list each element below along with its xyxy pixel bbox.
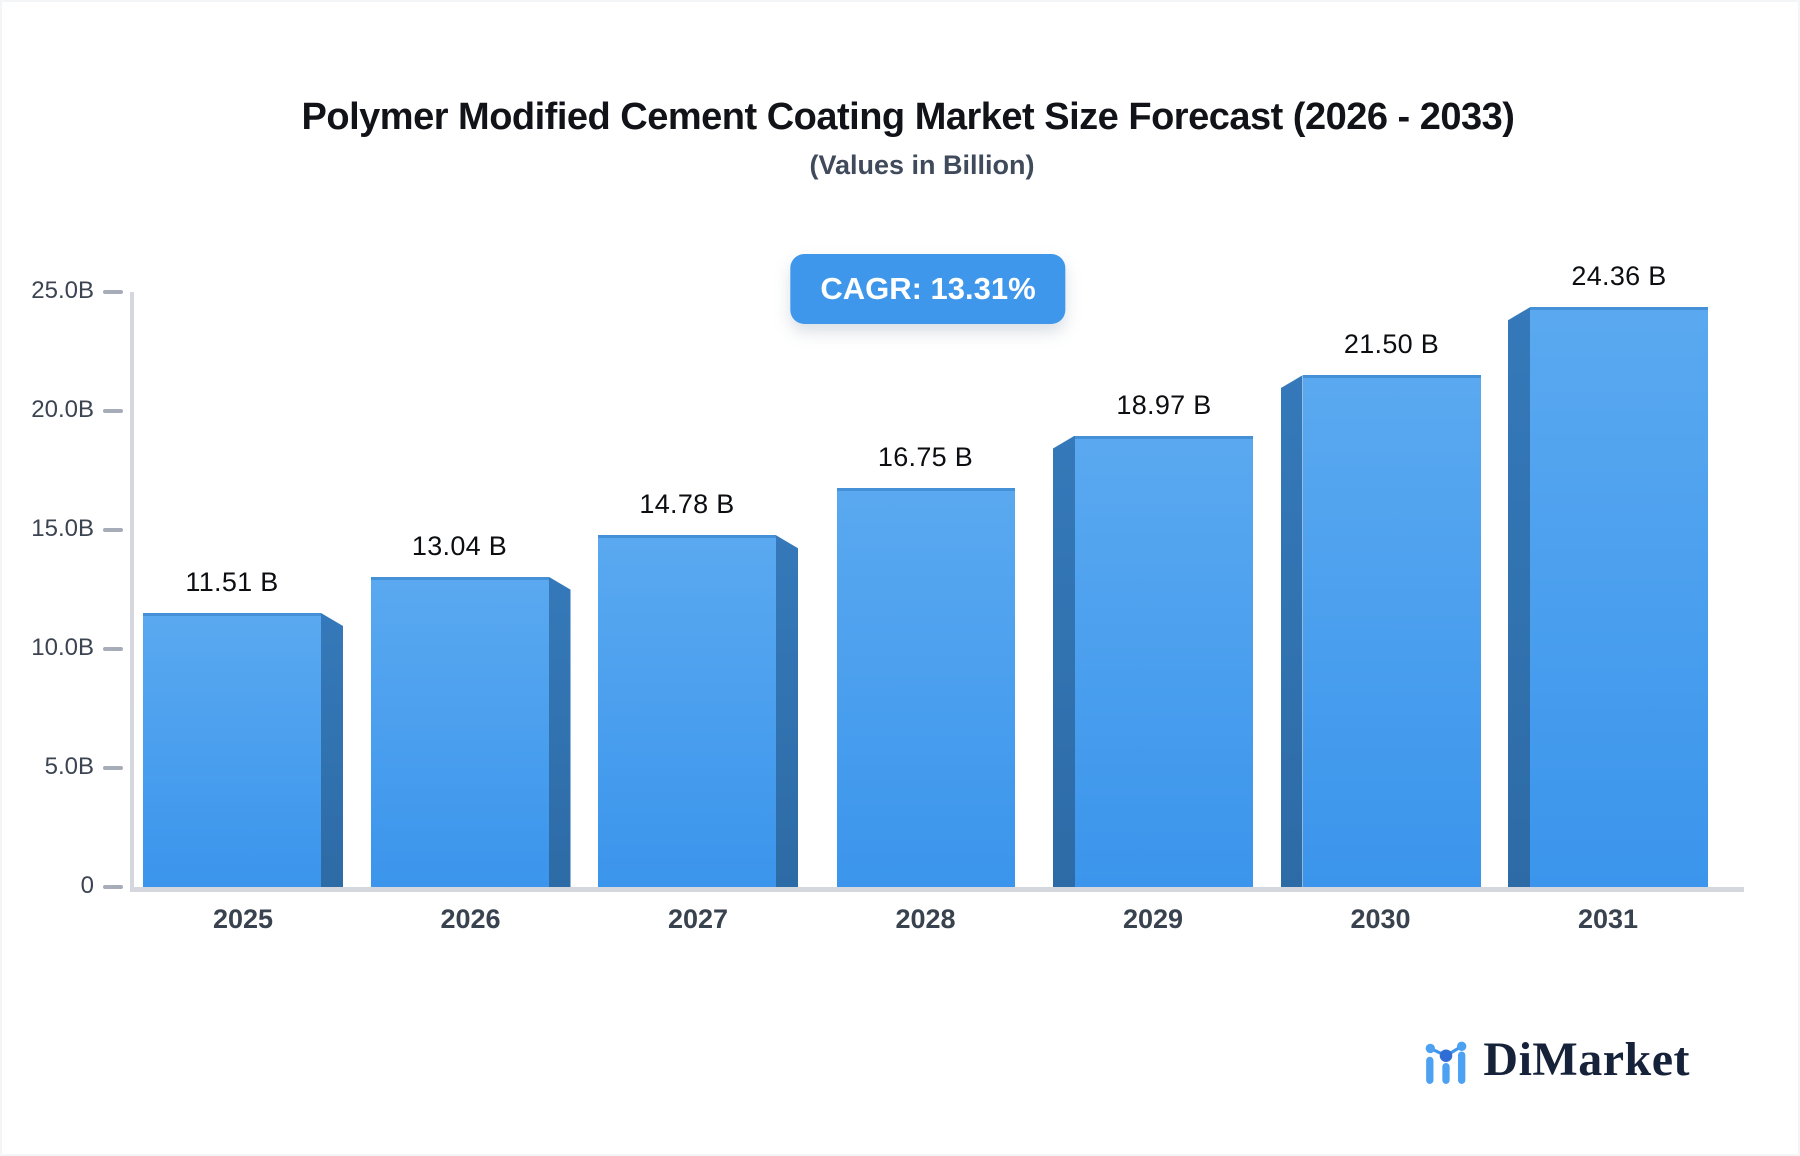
bar-value-label: 11.51 B xyxy=(185,567,279,598)
bar-side-panel xyxy=(1280,375,1303,887)
x-tick-label: 2025 xyxy=(212,904,274,934)
y-tick-label: 20.0B xyxy=(31,396,94,423)
y-tick-label: 0 xyxy=(80,872,94,899)
x-tick-label: 2028 xyxy=(895,904,956,934)
bar-side-panel xyxy=(1508,307,1530,887)
bar-value-label: 14.78 B xyxy=(639,489,735,520)
bar-face xyxy=(836,488,1015,887)
bar-2029: 18.97 B xyxy=(1053,390,1253,887)
bar-value-label: 24.36 B xyxy=(1571,261,1667,292)
bar-2025: 11.51 B xyxy=(143,567,343,887)
x-tick-label: 2029 xyxy=(1122,904,1184,934)
cagr-badge: CAGR: 13.31% xyxy=(790,254,1066,324)
bar-face xyxy=(1075,435,1253,887)
x-axis-line xyxy=(130,887,1744,892)
y-tick-mark xyxy=(103,290,123,294)
bar-2027: 14.78 B xyxy=(598,489,798,887)
y-tick-label: 5.0B xyxy=(44,753,94,780)
y-tick-mark xyxy=(103,647,123,651)
x-tick-label: 2031 xyxy=(1577,904,1639,934)
y-axis-line xyxy=(130,292,134,889)
bar-face xyxy=(1302,375,1481,887)
brand-logo: DiMarket xyxy=(1423,1036,1690,1084)
y-tick-label: 25.0B xyxy=(31,277,94,304)
bar-face xyxy=(143,613,321,887)
x-tick-label: 2030 xyxy=(1350,904,1411,934)
bar-value-label: 13.04 B xyxy=(411,530,508,561)
bar-side-panel xyxy=(776,535,798,887)
bar-2031: 24.36 B xyxy=(1508,261,1708,887)
dimarket-logo-text: DiMarket xyxy=(1483,1033,1690,1086)
bar-face xyxy=(1530,307,1708,887)
y-tick-mark xyxy=(103,409,123,413)
y-tick-mark xyxy=(103,528,123,532)
bar-2026: 13.04 B xyxy=(370,531,571,887)
x-tick-label: 2027 xyxy=(667,904,729,934)
y-tick-label: 10.0B xyxy=(31,634,94,661)
chart-title: Polymer Modified Cement Coating Market S… xyxy=(301,96,1515,138)
chart-subtitle: (Values in Billion) xyxy=(809,150,1035,180)
bar-value-label: 21.50 B xyxy=(1343,329,1440,360)
cagr-label: CAGR: 13.31% xyxy=(820,271,1036,306)
y-tick-mark xyxy=(103,885,123,889)
y-tick-label: 15.0B xyxy=(31,515,94,542)
bar-2028: 16.75 B xyxy=(836,442,1015,887)
bar-face xyxy=(598,535,776,887)
bar-value-label: 18.97 B xyxy=(1116,389,1212,420)
bar-chart-trend-icon xyxy=(1426,1041,1467,1084)
bar-face xyxy=(370,576,549,887)
bar-side-panel xyxy=(321,613,343,887)
bar-side-panel xyxy=(1053,435,1075,887)
bar-side-panel xyxy=(548,576,571,887)
x-tick-label: 2026 xyxy=(440,904,501,934)
bar-2030: 21.50 B xyxy=(1280,329,1481,887)
bar-value-label: 16.75 B xyxy=(877,442,974,473)
y-tick-mark xyxy=(103,766,123,770)
